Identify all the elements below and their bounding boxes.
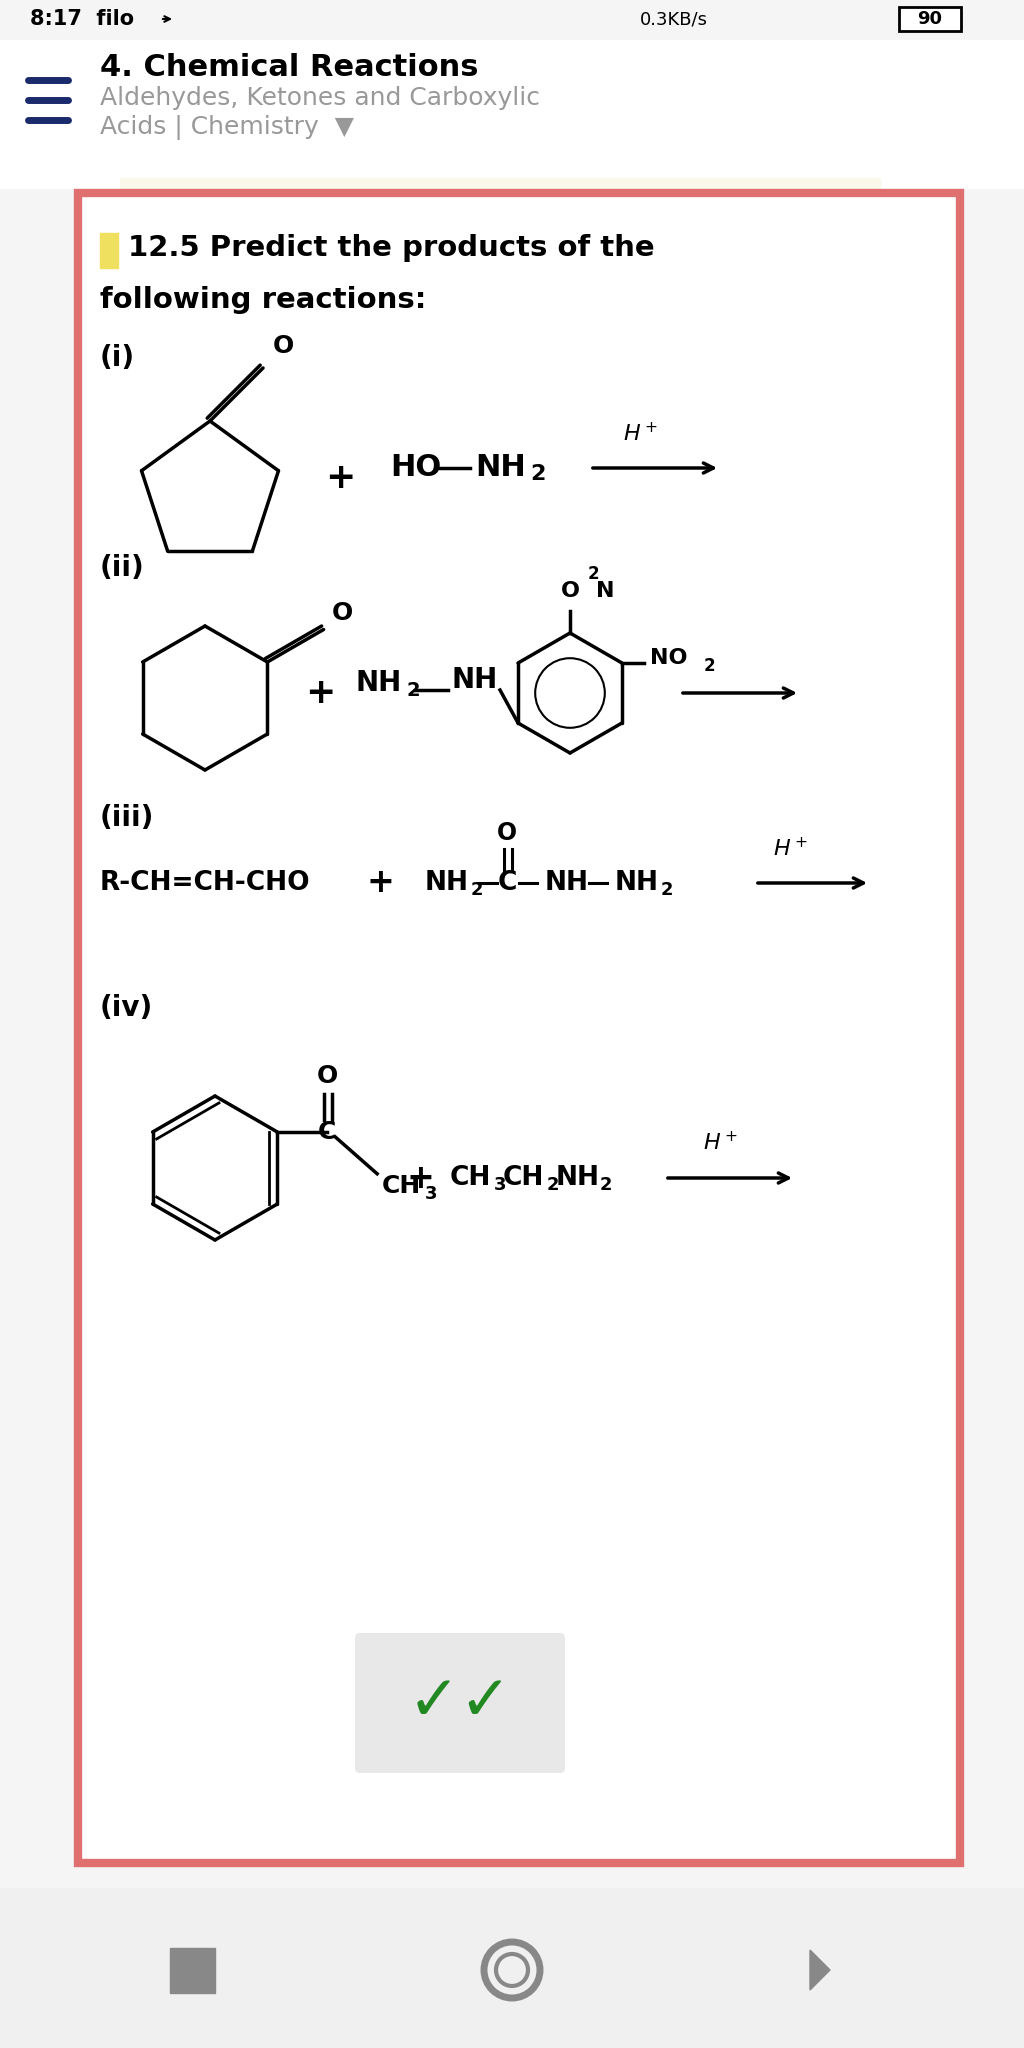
Text: 3: 3 — [425, 1186, 437, 1202]
Bar — [120, 178, 880, 209]
Text: NH: NH — [425, 870, 469, 897]
Bar — [0, 1888, 1024, 2048]
Text: NH: NH — [355, 670, 401, 696]
Text: O: O — [332, 600, 353, 625]
Text: 2: 2 — [547, 1176, 559, 1194]
Text: 2: 2 — [662, 881, 674, 899]
Text: 2: 2 — [471, 881, 483, 899]
Text: $H^+$: $H^+$ — [623, 422, 657, 444]
Text: O: O — [273, 334, 294, 358]
Text: +: + — [366, 866, 394, 899]
Text: $H^+$: $H^+$ — [702, 1130, 737, 1153]
Text: HO: HO — [390, 453, 441, 483]
Text: +: + — [325, 461, 355, 496]
Bar — [170, 1948, 215, 1993]
Text: 2: 2 — [530, 465, 546, 483]
Text: CH: CH — [450, 1165, 492, 1192]
Text: NH: NH — [615, 870, 659, 897]
Text: CH: CH — [503, 1165, 545, 1192]
Text: Aldehydes, Ketones and Carboxylic: Aldehydes, Ketones and Carboxylic — [100, 86, 540, 111]
Text: 3: 3 — [494, 1176, 507, 1194]
Text: following reactions:: following reactions: — [100, 287, 426, 313]
Text: 2: 2 — [406, 680, 420, 700]
Text: Acids | Chemistry  ▼: Acids | Chemistry ▼ — [100, 115, 354, 141]
Text: 0.3KB/s: 0.3KB/s — [640, 10, 708, 29]
Text: (iii): (iii) — [100, 805, 155, 831]
Text: 12.5 Predict the products of the: 12.5 Predict the products of the — [128, 233, 654, 262]
Text: 8:17  filo: 8:17 filo — [30, 8, 134, 29]
Text: (i): (i) — [100, 344, 135, 373]
Text: NH: NH — [452, 666, 499, 694]
Polygon shape — [810, 1950, 830, 1991]
Text: R-CH=CH-CHO: R-CH=CH-CHO — [100, 870, 310, 897]
Text: 2: 2 — [703, 657, 716, 676]
Text: CH: CH — [382, 1174, 422, 1198]
Text: 90: 90 — [918, 10, 942, 29]
Bar — [0, 0, 1024, 39]
Text: O: O — [497, 821, 517, 846]
Text: C: C — [498, 870, 517, 897]
Text: (iv): (iv) — [100, 993, 154, 1022]
Text: (ii): (ii) — [100, 555, 144, 582]
Text: NH: NH — [556, 1165, 600, 1192]
Text: N: N — [596, 582, 614, 600]
Bar — [0, 41, 1024, 188]
Bar — [100, 233, 118, 268]
Text: 4. Chemical Reactions: 4. Chemical Reactions — [100, 53, 478, 82]
Text: O: O — [560, 582, 580, 600]
Text: 2: 2 — [600, 1176, 612, 1194]
Text: +: + — [305, 676, 335, 711]
Text: NH: NH — [475, 453, 525, 483]
Text: O: O — [316, 1065, 338, 1087]
FancyBboxPatch shape — [78, 193, 961, 1864]
Text: +: + — [407, 1161, 434, 1194]
Text: C: C — [318, 1120, 337, 1145]
Text: NO: NO — [650, 647, 687, 668]
Text: 2: 2 — [588, 565, 600, 584]
Text: NH: NH — [545, 870, 589, 897]
Text: $H^+$: $H^+$ — [773, 836, 807, 860]
FancyBboxPatch shape — [355, 1632, 565, 1774]
Text: ✓✓: ✓✓ — [408, 1673, 512, 1733]
FancyBboxPatch shape — [899, 6, 961, 31]
